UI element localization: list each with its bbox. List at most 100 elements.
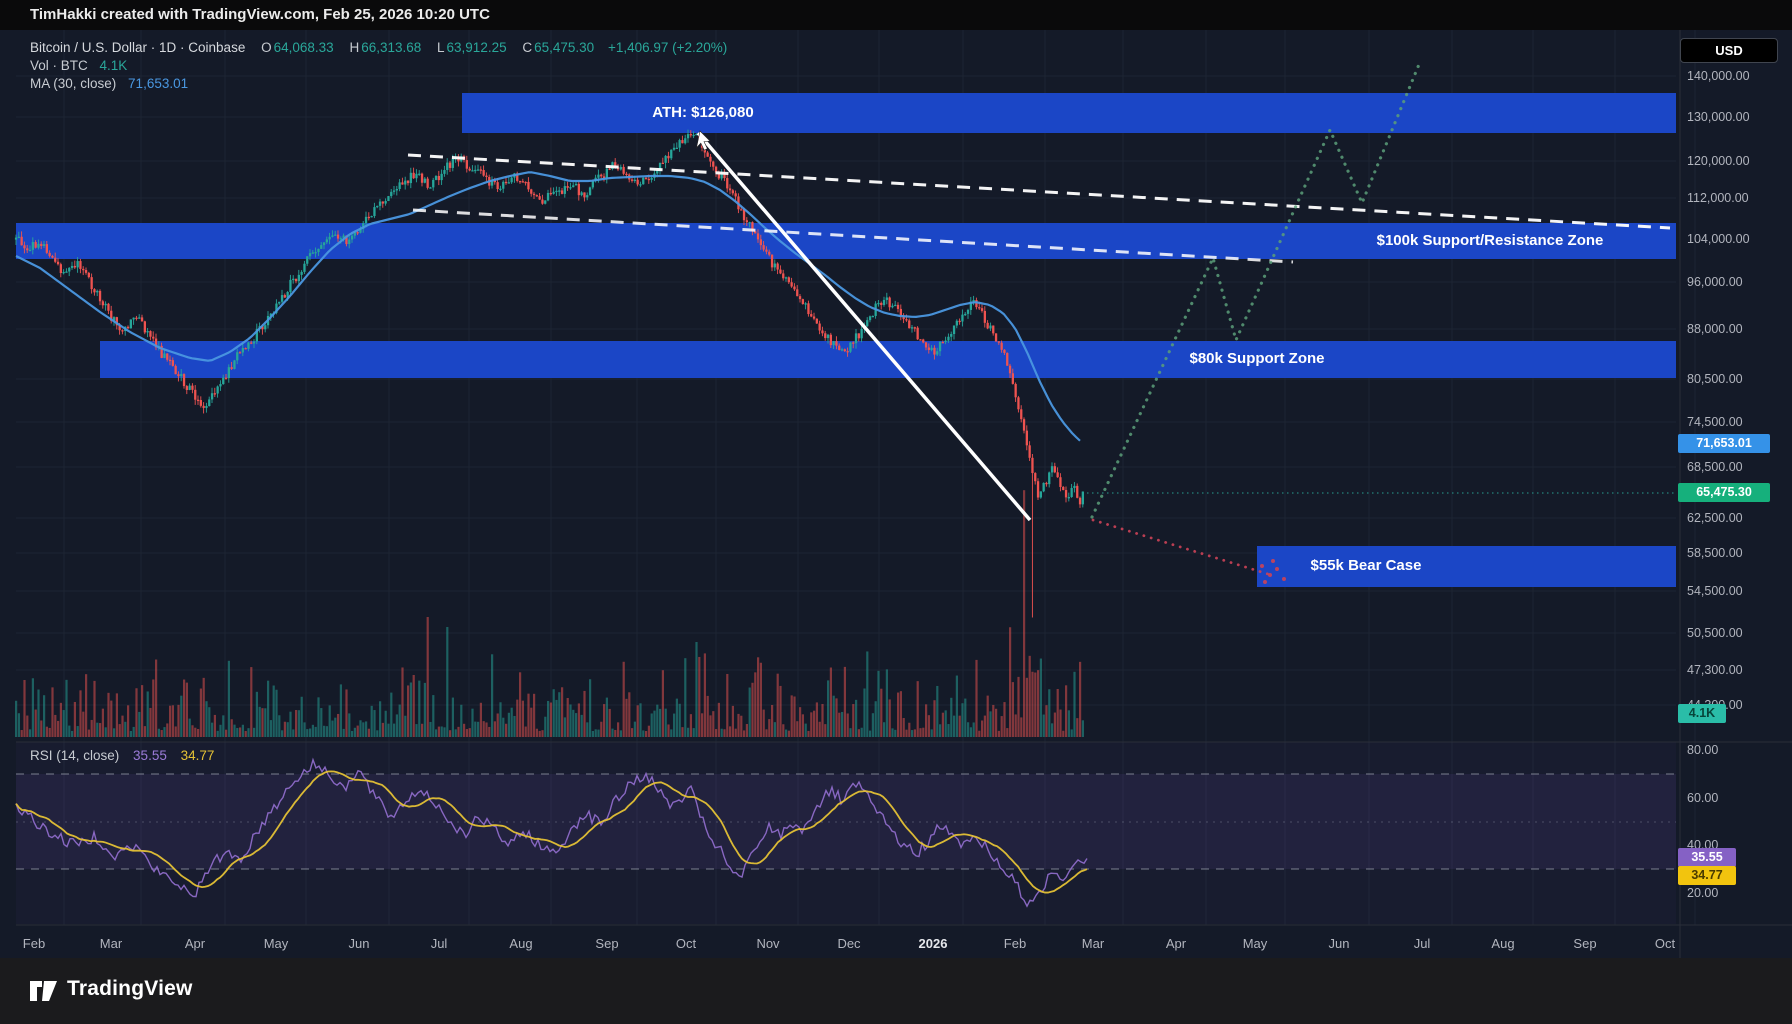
candle-body <box>619 166 622 170</box>
volume-bar <box>295 709 298 737</box>
candle-body <box>558 190 561 192</box>
volume-bar <box>818 721 821 737</box>
currency-toggle-button[interactable]: USD <box>1680 38 1778 63</box>
candle-body <box>446 162 449 171</box>
candle-body <box>1003 349 1006 353</box>
volume-bar <box>255 691 258 737</box>
candle-body <box>639 184 642 186</box>
candle-body <box>250 342 253 344</box>
volume-bar <box>457 726 460 737</box>
volume-bar <box>527 693 530 737</box>
time-tick-label: Dec <box>837 936 861 951</box>
volume-bar <box>787 730 790 737</box>
candle-body <box>684 138 687 144</box>
volume-bar <box>953 715 956 737</box>
axis-tick-label: 68,500.00 <box>1687 460 1743 474</box>
volume-bar <box>521 700 524 737</box>
volume-bar <box>983 715 986 737</box>
candle-body <box>132 317 135 320</box>
candle-body <box>759 239 762 246</box>
time-tick-label: Sep <box>1573 936 1597 951</box>
candle-body <box>751 222 754 232</box>
volume-bar <box>1079 661 1082 737</box>
volume-bar <box>1039 658 1042 737</box>
candle-body <box>152 336 155 339</box>
volume-value: 4.1K <box>99 58 128 73</box>
55k-zone <box>1257 546 1676 587</box>
axis-tick-label: 80,500.00 <box>1687 372 1743 386</box>
symbol-title[interactable]: Bitcoin / U.S. Dollar · 1D · Coinbase <box>30 40 246 55</box>
candle-body <box>591 180 594 188</box>
volume-bar <box>99 723 102 737</box>
candle-body <box>1048 472 1051 485</box>
volume-bar <box>297 710 300 737</box>
volume-label[interactable]: Vol · BTC <box>30 58 88 73</box>
candle-body <box>90 277 93 290</box>
candle-body <box>48 252 51 256</box>
candle-body <box>1025 430 1028 446</box>
candle-body <box>670 149 673 159</box>
rsi-indicator-label[interactable]: RSI (14, close) <box>30 748 120 763</box>
volume-bar <box>852 704 855 737</box>
candle-body <box>129 319 132 329</box>
ma-indicator-label[interactable]: MA (30, close) <box>30 76 117 91</box>
volume-bar <box>748 687 751 737</box>
time-tick-label: Oct <box>675 936 697 951</box>
candle-body <box>1000 342 1003 350</box>
volume-bar <box>71 730 74 737</box>
candle-body <box>188 385 191 390</box>
volume-bar <box>857 729 860 737</box>
time-tick-label: Feb <box>22 936 46 951</box>
volume-bar <box>1031 671 1034 737</box>
candle-body <box>546 192 550 201</box>
candle-body <box>264 325 267 330</box>
candle-body <box>381 201 384 204</box>
candle-body <box>373 207 376 217</box>
candle-body <box>154 338 158 348</box>
volume-bar <box>48 727 51 737</box>
candle-body <box>328 236 331 240</box>
candle-body <box>205 405 208 409</box>
candle-body <box>1076 485 1079 498</box>
candle-body <box>804 303 807 305</box>
axis-tick-label: 120,000.00 <box>1687 154 1750 168</box>
candle-body <box>110 310 113 321</box>
volume-bar <box>1051 723 1054 737</box>
candle-body <box>384 201 387 204</box>
candle-body <box>532 193 536 196</box>
volume-bar <box>863 688 866 737</box>
volume-bar <box>468 728 471 737</box>
axis-tick-label: 130,000.00 <box>1687 110 1750 124</box>
ma-value-badge: 71,653.01 <box>1678 434 1770 453</box>
volume-bar <box>247 728 250 737</box>
volume-bar <box>698 656 701 737</box>
candle-body <box>633 179 636 182</box>
candle-body <box>779 269 782 274</box>
volume-bar <box>185 682 188 737</box>
candle-body <box>882 299 886 305</box>
volume-bar <box>387 723 390 737</box>
tradingview-logo[interactable]: TradingView <box>28 974 193 1004</box>
candle-body <box>742 209 746 221</box>
rsi-ma-line <box>15 770 1088 894</box>
candle-body <box>93 289 96 293</box>
candle-body <box>308 253 312 257</box>
volume-bar <box>555 699 558 737</box>
time-tick-label: Aug <box>1491 936 1515 951</box>
candle-body <box>983 310 986 323</box>
volume-bar <box>927 715 930 737</box>
volume-bar <box>829 667 832 737</box>
candle-body <box>877 302 880 305</box>
ohlc-high: H 66,313.68 <box>349 40 422 55</box>
volume-bar <box>757 657 760 737</box>
volume-bar <box>897 692 900 737</box>
candle-body <box>378 201 382 206</box>
volume-bar <box>199 688 202 737</box>
volume-bar <box>591 730 594 737</box>
volume-bar <box>510 707 513 737</box>
attribution-bar: TimHakki created with TradingView.com, F… <box>0 0 1792 30</box>
candle-body <box>577 183 580 196</box>
candle-body <box>714 166 718 173</box>
volume-bar <box>1062 730 1065 737</box>
